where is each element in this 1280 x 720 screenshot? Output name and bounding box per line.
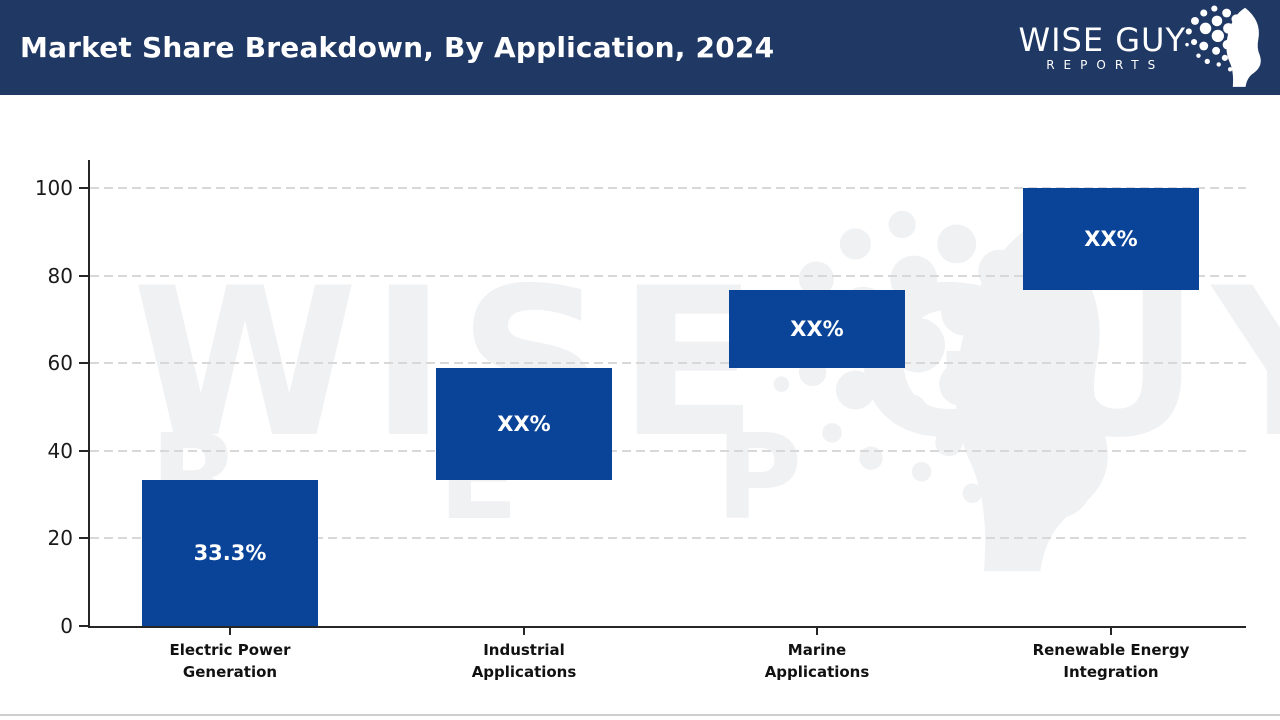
category-label-line: Applications (764, 662, 870, 681)
bar-value-label: XX% (497, 412, 551, 437)
y-tick-label: 40 (47, 438, 73, 463)
gridline (90, 274, 1246, 277)
category-label-line: Integration (1063, 662, 1159, 681)
page-title: Market Share Breakdown, By Application, … (20, 31, 775, 64)
bar-value-label: 33.3% (193, 541, 267, 566)
category-label-line: Electric Power (169, 641, 291, 659)
bar-value-label: XX% (1084, 227, 1138, 252)
x-tick-mark (816, 628, 818, 635)
bar: 33.3% (142, 480, 318, 626)
category-label-line: Renewable Energy (1032, 641, 1190, 659)
y-tick-label: 60 (47, 351, 73, 376)
footer-divider (0, 714, 1280, 716)
y-tick-mark (79, 187, 88, 189)
x-tick-mark (523, 628, 525, 635)
gridline (90, 449, 1246, 452)
gridline (90, 362, 1246, 365)
bar-value-label: XX% (790, 317, 844, 342)
category-label-line: Applications (471, 662, 577, 681)
bar: XX% (436, 368, 612, 481)
y-tick-mark (79, 274, 88, 277)
watermark-head-profile-icon (745, 205, 1145, 579)
bar: XX% (1023, 188, 1199, 291)
category-label-line: Industrial (483, 641, 565, 659)
y-tick-mark (79, 537, 88, 540)
y-tick-label: 20 (47, 526, 73, 551)
wise-guy-reports-logo: WISE GUY REPORTS (1018, 4, 1268, 92)
y-tick-label: 80 (47, 263, 73, 288)
bar: XX% (729, 290, 905, 368)
category-label-line: Generation (182, 662, 278, 681)
category-label: Electric Power Generation (115, 640, 345, 684)
y-tick-mark (79, 625, 88, 627)
logo-wordmark: WISE GUY (1018, 21, 1186, 59)
x-tick-mark (229, 628, 231, 635)
y-axis-line (88, 160, 90, 628)
category-label: Renewable Energy Integration (996, 640, 1226, 684)
y-tick-mark (79, 449, 88, 452)
y-tick-label: 0 (60, 614, 73, 638)
gridline (90, 187, 1246, 189)
header-bar: Market Share Breakdown, By Application, … (0, 0, 1280, 95)
logo-subtitle: REPORTS (1046, 58, 1165, 72)
category-label: Industrial Applications (409, 640, 639, 684)
x-tick-mark (1110, 628, 1112, 635)
logo-text: WISE GUY REPORTS (1018, 24, 1186, 71)
dotted-head-profile-icon (1180, 4, 1268, 92)
gridline (90, 537, 1246, 540)
category-label: Marine Applications (702, 640, 932, 684)
y-tick-label: 100 (34, 176, 73, 200)
category-label-line: Marine (787, 641, 847, 659)
x-axis-line (88, 626, 1246, 628)
y-tick-mark (79, 362, 88, 365)
